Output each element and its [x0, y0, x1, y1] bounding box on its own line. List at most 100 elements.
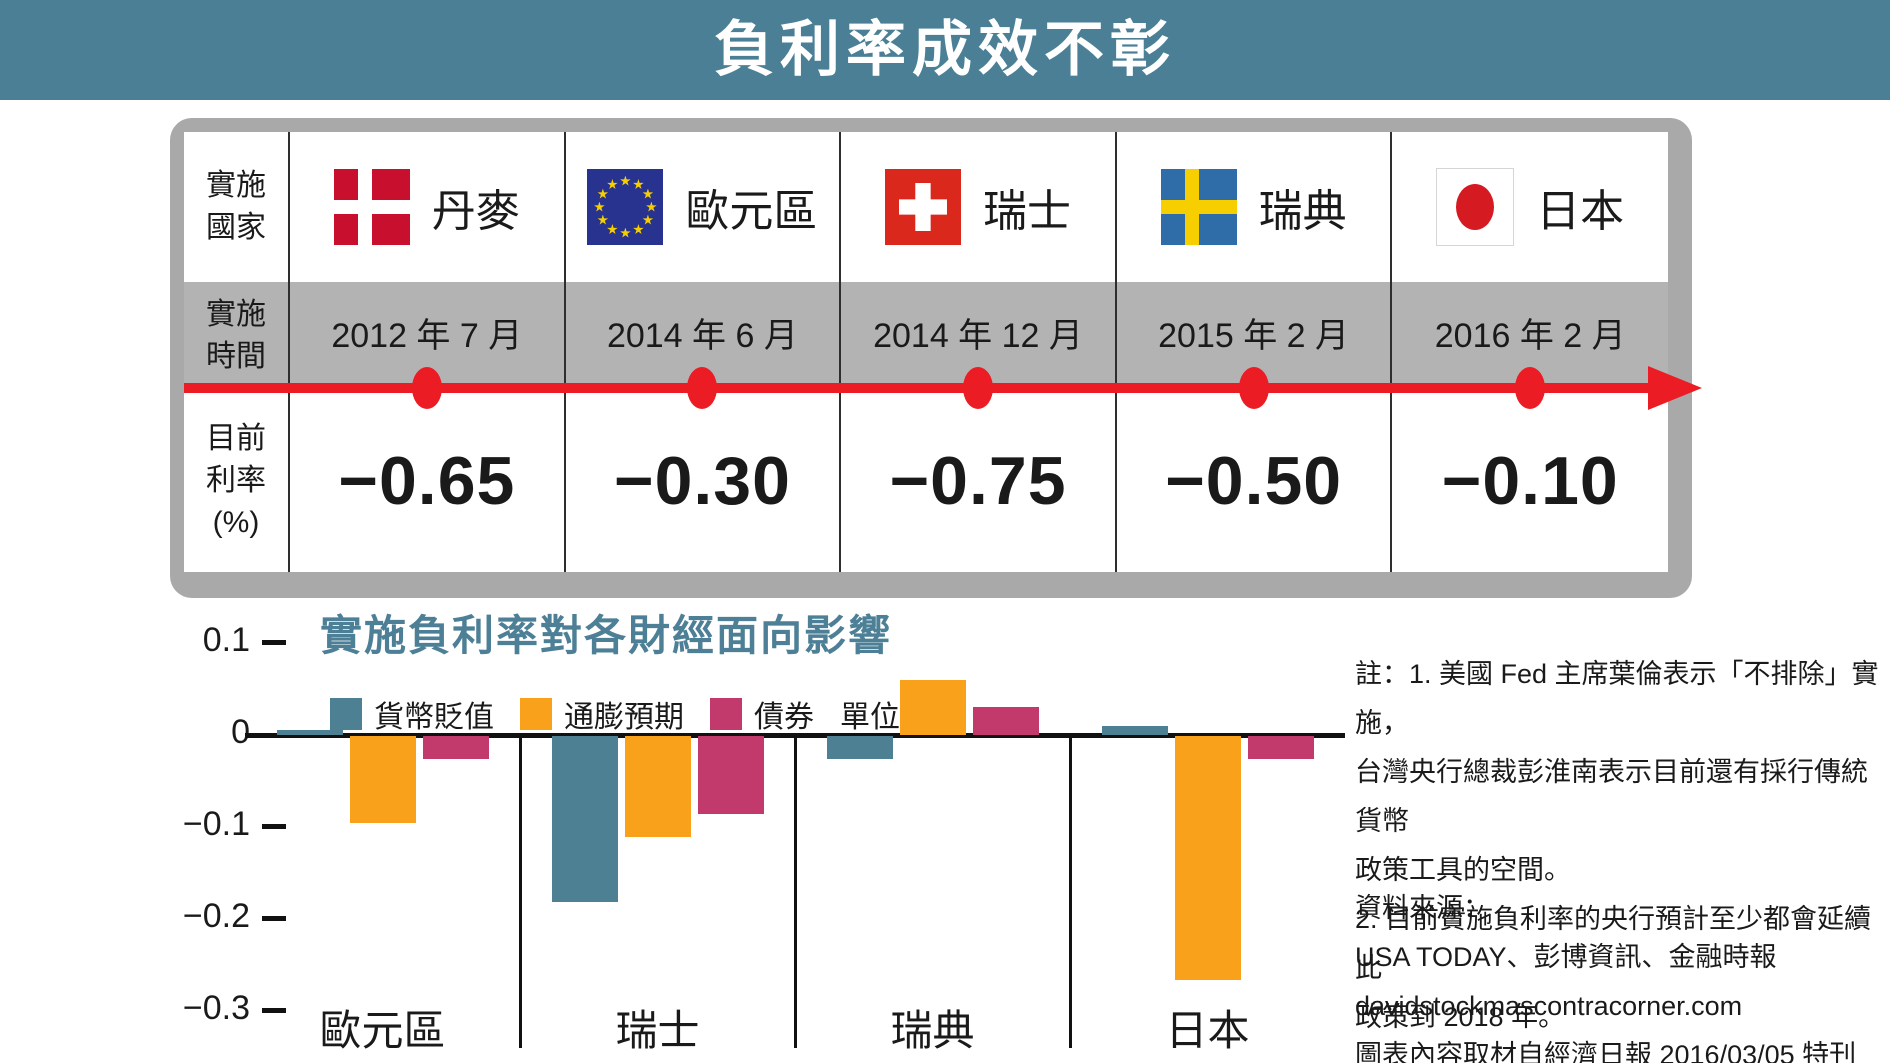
timeline-arrowhead-icon [1648, 366, 1702, 410]
chart-legend: 貨幣貶值 通膨預期 債券 單位：% [330, 692, 957, 736]
japan-flag [1436, 168, 1515, 246]
bar-貨幣貶值-瑞士 [551, 736, 618, 902]
table-cell-country: 日本 [1392, 132, 1668, 282]
y-tick-label: 0 [231, 713, 250, 751]
timeline-line [184, 383, 1652, 393]
legend-chip-bond [710, 698, 742, 730]
current-rate: −0.50 [1117, 390, 1393, 572]
timeline-dot [1515, 367, 1546, 409]
legend-item: 貨幣貶值 [330, 692, 494, 736]
y-tick-mark [262, 640, 286, 645]
bar-貨幣貶值-歐元區 [276, 730, 343, 735]
table-cell-country: 瑞典 [1117, 132, 1393, 282]
timeline-dot [962, 367, 993, 409]
eu-star-icon [597, 188, 609, 199]
table-cell-date: 2016 年 2 月 [1392, 282, 1668, 409]
table-cell-date: 2014 年 6 月 [565, 282, 842, 409]
unit-label: 單位：% [840, 701, 957, 734]
eu-star-icon [607, 178, 618, 189]
legend-item: 債券 [710, 692, 814, 736]
table-cell-country: 瑞士 [841, 132, 1117, 282]
eu-star-icon [633, 178, 644, 189]
country-name: 瑞典 [1258, 187, 1347, 236]
eu-star-icon [633, 224, 644, 235]
legend-item: 通膨預期 [520, 692, 684, 736]
sweden-flag [1160, 169, 1237, 245]
eu-star-icon [642, 214, 654, 225]
current-rate: −0.65 [290, 390, 566, 572]
implementation-date: 2014 年 12 月 [873, 317, 1083, 355]
table-cell-date: 2014 年 12 月 [841, 282, 1117, 409]
category-label: 瑞典 [890, 1007, 975, 1054]
country-name: 日本 [1536, 187, 1625, 236]
y-tick-mark [262, 1008, 286, 1013]
japan-sun-disc [1456, 184, 1495, 230]
bar-貨幣貶值-瑞典 [826, 736, 893, 759]
table-cell-date: 2012 年 7 月 [290, 282, 566, 409]
implementation-date: 2014 年 6 月 [606, 317, 798, 355]
bar-通膨預期-瑞典 [899, 680, 966, 735]
legend-label: 通膨預期 [564, 701, 684, 734]
denmark-cross-horizontal [333, 200, 410, 214]
bar-通膨預期-日本 [1174, 736, 1241, 980]
y-tick-label: −0.2 [182, 897, 250, 935]
eu-star-icon [642, 188, 654, 199]
table-cell-country: 歐元區 [566, 132, 842, 282]
header-band: 負利率成效不彰 [0, 0, 1890, 100]
current-rate: −0.75 [841, 390, 1117, 572]
eu-star-icon [646, 201, 657, 212]
category-label: 歐元區 [319, 1007, 446, 1054]
country-name: 丹麥 [431, 187, 520, 236]
group-separator [1069, 735, 1072, 1048]
bar-債券-瑞士 [697, 736, 764, 814]
eu-star-icon [620, 175, 631, 186]
eu-star-icon [607, 224, 618, 235]
eu-star-icon [620, 227, 631, 238]
data-source: 資料來源： USA TODAY、彭博資訊、金融時報 davidstockmasc… [1355, 893, 1857, 1063]
country-name: 歐元區 [685, 187, 818, 236]
bar-債券-日本 [1247, 736, 1314, 759]
summary-table: 實施 國家 丹麥 歐元區 瑞士 瑞典 日本 實施 時間 [184, 132, 1668, 572]
current-rate: −0.30 [566, 390, 842, 572]
bar-貨幣貶值-日本 [1101, 726, 1168, 735]
legend-chip-inflation [520, 698, 552, 730]
switzerland-flag [884, 169, 961, 245]
swiss-cross [898, 183, 947, 231]
row-label-rate: 目前 利率 (%) [184, 390, 290, 572]
row-label-time: 實施 時間 [184, 282, 290, 390]
category-label: 日本 [1165, 1007, 1250, 1054]
category-label: 瑞士 [615, 1007, 700, 1054]
current-rate: −0.10 [1441, 443, 1619, 519]
y-tick-mark [262, 824, 286, 829]
bar-通膨預期-歐元區 [349, 736, 416, 823]
eu-star-icon [597, 214, 609, 225]
implementation-date: 2016 年 2 月 [1434, 317, 1626, 355]
legend-label: 貨幣貶值 [374, 701, 494, 734]
zero-axis [245, 733, 1345, 738]
legend-label: 債券 [754, 701, 814, 734]
bar-債券-歐元區 [422, 736, 489, 759]
summary-table-frame: 實施 國家 丹麥 歐元區 瑞士 瑞典 日本 實施 時間 [170, 118, 1692, 598]
table-cell-country: 丹麥 [290, 132, 566, 282]
y-tick-label: −0.1 [182, 805, 250, 843]
country-name: 瑞士 [982, 187, 1071, 236]
timeline-dot [687, 367, 718, 409]
y-tick-label: −0.3 [182, 989, 250, 1027]
legend-chip-currency [330, 698, 362, 730]
group-separator [519, 735, 522, 1048]
chart-title: 實施負利率對各財經面向影響 [320, 612, 893, 659]
group-separator [794, 735, 797, 1048]
eu-star-icon [594, 201, 605, 212]
timeline-dot [1238, 367, 1269, 409]
y-tick-mark [262, 916, 286, 921]
denmark-flag [333, 169, 410, 245]
table-cell-date: 2015 年 2 月 [1116, 282, 1393, 409]
y-tick-label: 0.1 [202, 621, 250, 659]
row-label-country: 實施 國家 [184, 132, 290, 282]
implementation-date: 2012 年 7 月 [331, 317, 523, 355]
footnotes: 註：1. 美國 Fed 主席葉倫表示「不排除」實施， 台灣央行總裁彭淮南表示目前… [1355, 659, 1879, 1032]
timeline-dot [411, 367, 442, 409]
implementation-date: 2015 年 2 月 [1158, 317, 1350, 355]
page-title: 負利率成效不彰 [714, 16, 1176, 83]
sweden-cross-horizontal [1160, 200, 1237, 214]
